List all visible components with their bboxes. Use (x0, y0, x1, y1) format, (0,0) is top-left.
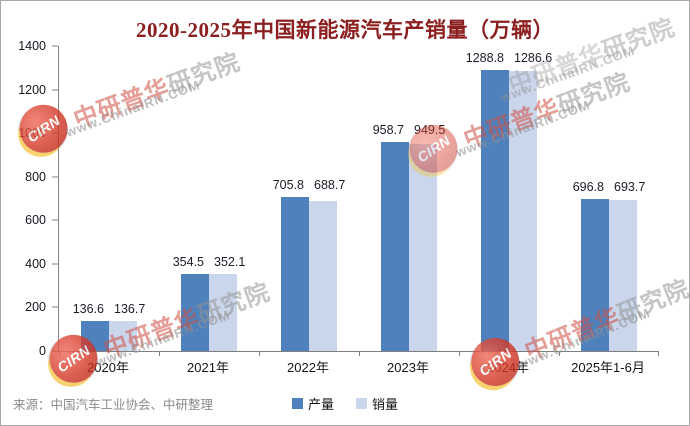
y-axis-label: 1200 (18, 83, 46, 97)
bar-sales (509, 71, 537, 351)
y-tick (52, 89, 58, 91)
y-axis: 0 200 400 600 800 1000 1200 1400 (1, 39, 58, 358)
bar-production (381, 142, 409, 351)
bar-group: 136.6 136.7 (59, 46, 159, 351)
bar-production (181, 274, 209, 351)
production-value: 696.8 (572, 180, 604, 194)
production-value: 1288.8 (465, 51, 504, 65)
x-tick (159, 351, 160, 356)
y-tick (52, 176, 58, 178)
bar-sales (109, 321, 137, 351)
y-axis-label: 600 (25, 213, 46, 227)
value-labels: 136.6 136.7 (73, 302, 146, 316)
x-axis-label: 2023年 (387, 360, 429, 375)
x-tick (658, 351, 659, 356)
legend-label-sales: 销量 (372, 397, 399, 412)
y-axis-label: 400 (25, 257, 46, 271)
bar-sales (609, 200, 637, 351)
sales-swatch-icon (356, 398, 367, 409)
bar-production (581, 199, 609, 351)
sales-value: 688.7 (314, 178, 346, 192)
x-tick (259, 351, 260, 356)
bar-production (481, 70, 509, 351)
sales-value: 352.1 (214, 255, 246, 269)
value-labels: 958.7 949.5 (373, 123, 446, 137)
production-value: 136.6 (72, 302, 104, 316)
legend-item-production: 产量 (291, 394, 334, 413)
sales-value: 949.5 (414, 123, 446, 137)
x-axis-label: 2025年1-6月 (571, 360, 645, 375)
bar-group: 1288.8 1286.6 (459, 46, 559, 351)
legend: 产量 销量 (1, 394, 689, 413)
sales-value: 136.7 (114, 302, 146, 316)
x-axis-labels: 2020年 2021年 2022年 2023年 2024年 2025年1-6月 (58, 357, 658, 375)
bar-sales (309, 201, 337, 351)
y-tick (52, 263, 58, 265)
value-labels: 705.8 688.7 (273, 178, 346, 192)
bar-sales (209, 274, 237, 351)
value-labels: 1288.8 1286.6 (466, 51, 552, 65)
value-labels: 696.8 693.7 (573, 180, 646, 194)
y-axis-label: 200 (25, 300, 46, 314)
production-value: 705.8 (272, 178, 304, 192)
x-tick (59, 351, 60, 356)
x-axis-label: 2024年 (487, 360, 529, 375)
production-value: 958.7 (372, 123, 404, 137)
chart-title: 2020-2025年中国新能源汽车产销量（万辆） (136, 18, 554, 42)
bar-group: 705.8 688.7 (259, 46, 359, 351)
y-axis-label: 0 (39, 344, 46, 358)
plot-area: 136.6 136.7 354.5 352.1 705.8 688.7 958.7 949.5… (58, 46, 659, 356)
bar-group: 958.7 949.5 (359, 46, 459, 351)
x-tick (459, 351, 460, 356)
x-axis-label: 2022年 (287, 360, 329, 375)
legend-label-production: 产量 (307, 397, 334, 412)
bar-sales (409, 144, 437, 351)
bar-production (281, 197, 309, 351)
sales-value: 1286.6 (514, 51, 553, 65)
x-axis-label: 2021年 (187, 360, 229, 375)
y-axis-label: 1000 (18, 126, 46, 140)
sales-value: 693.7 (614, 180, 646, 194)
y-tick (52, 219, 58, 221)
x-tick (559, 351, 560, 356)
y-tick (52, 45, 58, 47)
y-tick (52, 306, 58, 308)
production-swatch-icon (291, 398, 303, 409)
bar-group: 354.5 352.1 (159, 46, 259, 351)
bar-group: 696.8 693.7 (559, 46, 659, 351)
value-labels: 354.5 352.1 (173, 255, 246, 269)
source-note: 来源：中国汽车工业协会、中研整理 (13, 398, 214, 412)
y-axis-label: 800 (25, 170, 46, 184)
x-axis-label: 2020年 (87, 360, 129, 375)
legend-item-sales: 销量 (356, 394, 398, 413)
y-axis-label: 1400 (18, 39, 46, 53)
x-tick (359, 351, 360, 356)
production-value: 354.5 (172, 255, 204, 269)
bar-production (81, 321, 109, 351)
